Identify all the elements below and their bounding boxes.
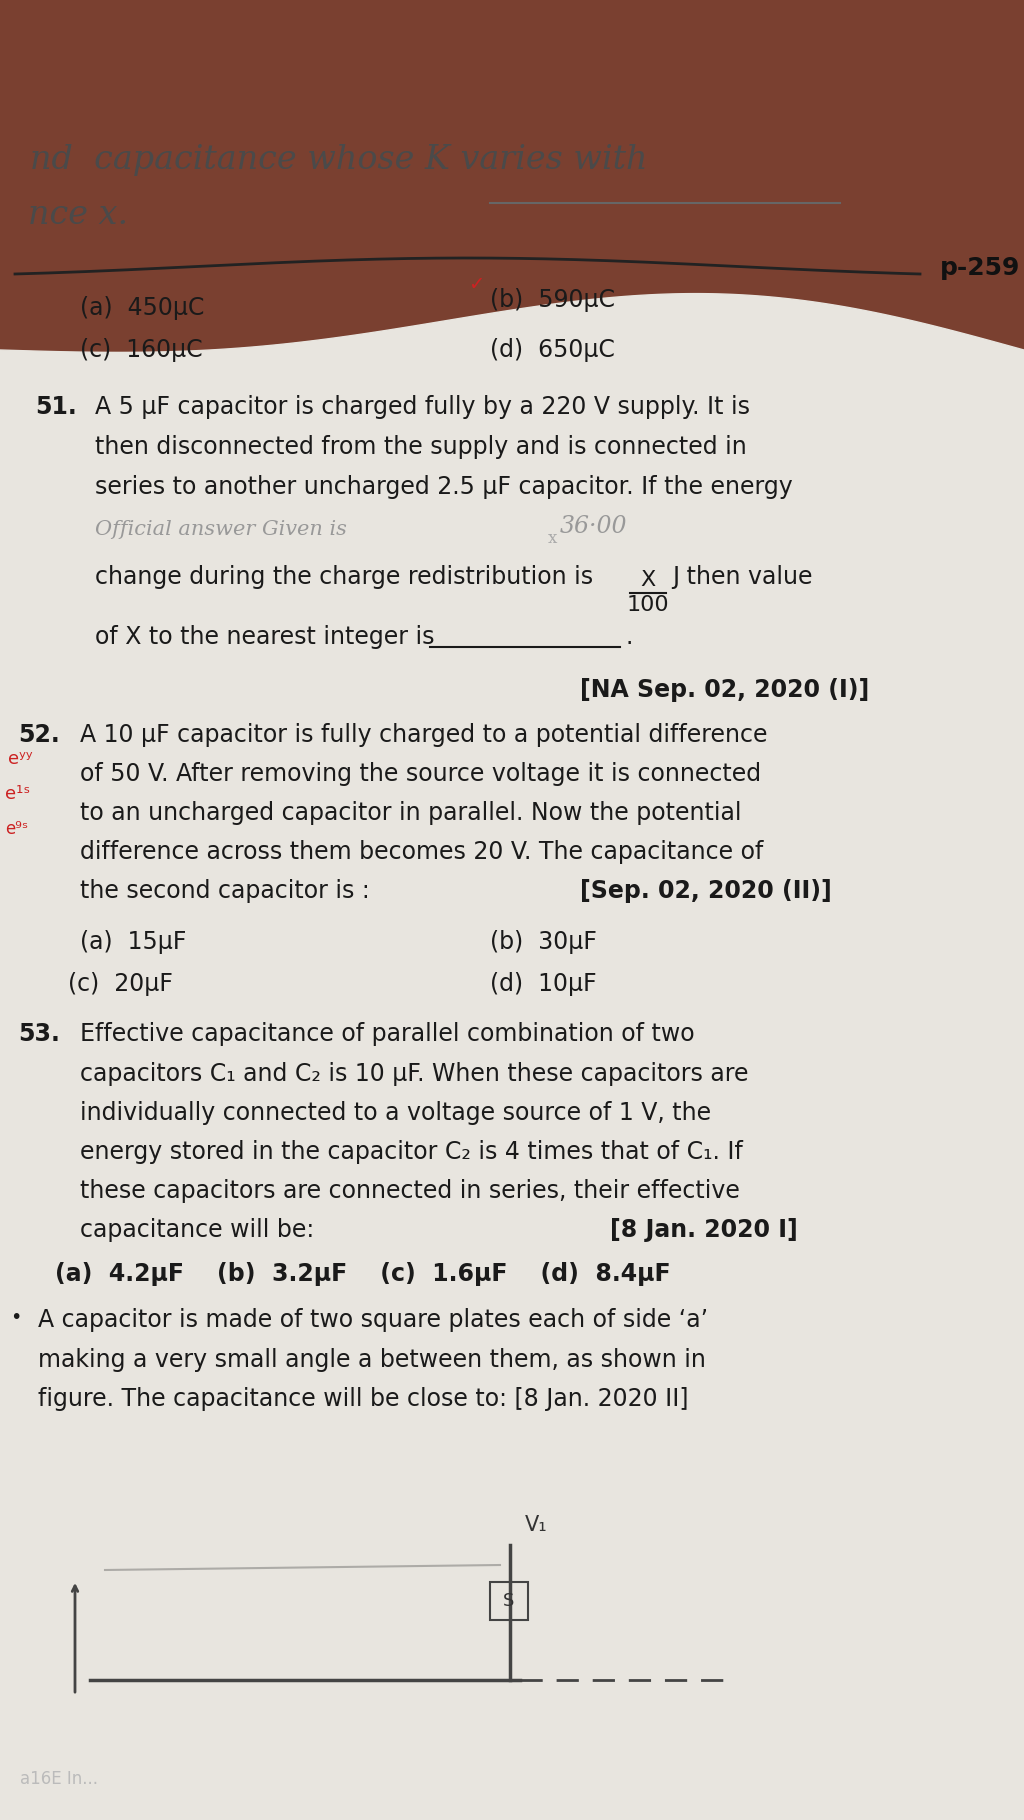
Text: 36·00: 36·00 xyxy=(560,515,628,539)
Text: x: x xyxy=(548,530,557,548)
Text: these capacitors are connected in series, their effective: these capacitors are connected in series… xyxy=(80,1179,740,1203)
Text: making a very small angle a between them, as shown in: making a very small angle a between them… xyxy=(38,1349,706,1372)
Text: nce x.: nce x. xyxy=(28,198,128,231)
Text: then disconnected from the supply and is connected in: then disconnected from the supply and is… xyxy=(95,435,746,459)
Text: A capacitor is made of two square plates each of side ‘a’: A capacitor is made of two square plates… xyxy=(38,1309,709,1332)
Text: S: S xyxy=(504,1592,515,1611)
Text: of 50 V. After removing the source voltage it is connected: of 50 V. After removing the source volta… xyxy=(80,763,761,786)
Text: ✓: ✓ xyxy=(468,275,484,295)
Text: [Sep. 02, 2020 (II)]: [Sep. 02, 2020 (II)] xyxy=(580,879,831,903)
Text: .: . xyxy=(625,624,633,650)
Text: е⁹ˢ: е⁹ˢ xyxy=(5,821,28,837)
Text: (b)  30μF: (b) 30μF xyxy=(490,930,597,954)
Text: individually connected to a voltage source of 1 V, the: individually connected to a voltage sour… xyxy=(80,1101,711,1125)
Bar xyxy=(0,340,1024,1820)
Text: series to another uncharged 2.5 μF capacitor. If the energy: series to another uncharged 2.5 μF capac… xyxy=(95,475,793,499)
Text: eʸʸ: eʸʸ xyxy=(8,750,33,768)
Text: A 10 μF capacitor is fully charged to a potential difference: A 10 μF capacitor is fully charged to a … xyxy=(80,723,768,746)
Text: (b)  590μC: (b) 590μC xyxy=(490,288,615,311)
Text: figure. The capacitance will be close to: [8 Jan. 2020 II]: figure. The capacitance will be close to… xyxy=(38,1387,688,1410)
Text: (a)  4.2μF    (b)  3.2μF    (c)  1.6μF    (d)  8.4μF: (a) 4.2μF (b) 3.2μF (c) 1.6μF (d) 8.4μF xyxy=(55,1261,671,1287)
Text: a16E In...: a16E In... xyxy=(20,1771,98,1787)
Text: (c)  160μC: (c) 160μC xyxy=(80,339,203,362)
Text: (d)  10μF: (d) 10μF xyxy=(490,972,597,996)
Bar xyxy=(490,1582,528,1620)
Text: p-259: p-259 xyxy=(940,257,1020,280)
Bar xyxy=(0,0,1024,340)
Text: е¹ˢ: е¹ˢ xyxy=(5,784,30,803)
Text: of X to the nearest integer is: of X to the nearest integer is xyxy=(95,624,434,650)
Text: capacitors C₁ and C₂ is 10 μF. When these capacitors are: capacitors C₁ and C₂ is 10 μF. When thes… xyxy=(80,1063,749,1087)
Text: difference across them becomes 20 V. The capacitance of: difference across them becomes 20 V. The… xyxy=(80,841,763,864)
Text: [8 Jan. 2020 I]: [8 Jan. 2020 I] xyxy=(610,1218,798,1241)
Text: A 5 μF capacitor is charged fully by a 220 V supply. It is: A 5 μF capacitor is charged fully by a 2… xyxy=(95,395,750,419)
Text: 52.: 52. xyxy=(18,723,59,746)
Text: capacitance will be:: capacitance will be: xyxy=(80,1218,314,1241)
Text: 100: 100 xyxy=(627,595,670,615)
Text: energy stored in the capacitor C₂ is 4 times that of C₁. If: energy stored in the capacitor C₂ is 4 t… xyxy=(80,1139,742,1165)
Text: to an uncharged capacitor in parallel. Now the potential: to an uncharged capacitor in parallel. N… xyxy=(80,801,741,824)
Text: the second capacitor is :: the second capacitor is : xyxy=(80,879,370,903)
Text: (a)  450μC: (a) 450μC xyxy=(80,297,205,320)
Text: X: X xyxy=(640,570,655,590)
Text: Official answer Given is: Official answer Given is xyxy=(95,521,347,539)
Text: V₁: V₁ xyxy=(525,1514,548,1534)
Text: 51.: 51. xyxy=(35,395,77,419)
Text: 53.: 53. xyxy=(18,1023,59,1046)
Text: (c)  20μF: (c) 20μF xyxy=(68,972,173,996)
Text: J then value: J then value xyxy=(672,564,812,590)
Text: [NA Sep. 02, 2020 (I)]: [NA Sep. 02, 2020 (I)] xyxy=(580,679,869,703)
Text: (d)  650μC: (d) 650μC xyxy=(490,339,614,362)
Text: change during the charge redistribution is: change during the charge redistribution … xyxy=(95,564,593,590)
Text: •: • xyxy=(10,1309,22,1327)
Text: nd  capacitance whose K varies with: nd capacitance whose K varies with xyxy=(30,144,647,177)
Text: Effective capacitance of parallel combination of two: Effective capacitance of parallel combin… xyxy=(80,1023,694,1046)
Text: (a)  15μF: (a) 15μF xyxy=(80,930,186,954)
